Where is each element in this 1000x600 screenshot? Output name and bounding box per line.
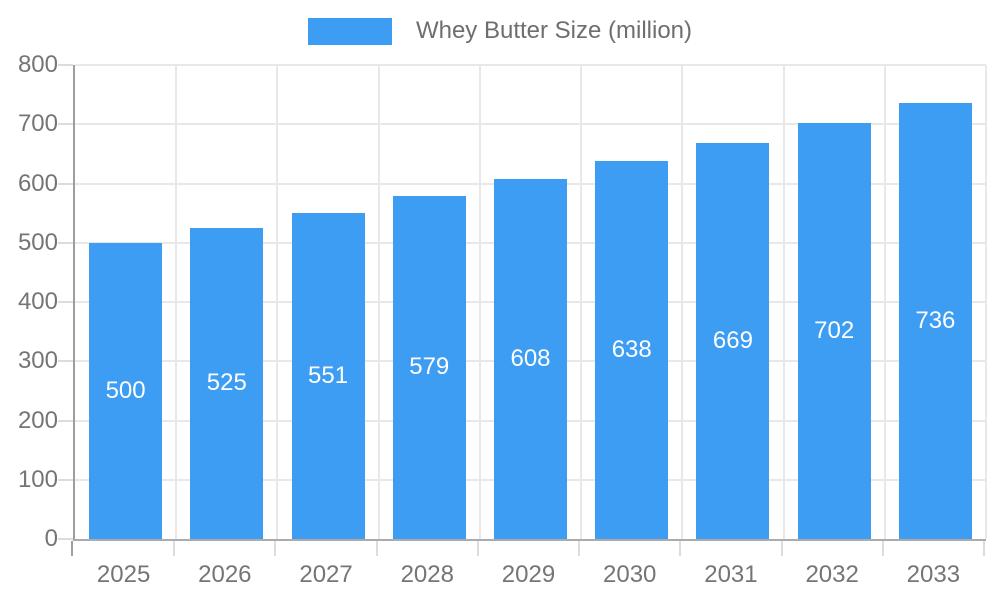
x-axis-tick	[578, 541, 581, 556]
bar-value-label: 579	[409, 353, 450, 381]
gridline-horizontal	[75, 123, 986, 126]
x-axis-tick-label: 2028	[400, 561, 454, 588]
plot-area: 500 525 551 579 608 638 669 702 736	[73, 64, 987, 541]
x-axis-tick-label: 2031	[704, 561, 758, 588]
gridline-vertical	[681, 65, 684, 539]
x-axis-tick	[881, 541, 884, 556]
gridline-vertical	[276, 65, 279, 539]
y-axis-tick	[58, 182, 73, 185]
bar-value-label: 608	[510, 344, 551, 372]
x-axis-tick-label: 2033	[906, 561, 961, 588]
gridline-vertical	[377, 65, 380, 539]
x-axis-tick-label: 2032	[805, 561, 859, 588]
gridline-horizontal	[75, 64, 986, 66]
x-axis-tick-label: 2029	[501, 561, 556, 588]
bar	[89, 242, 163, 539]
gridline-vertical	[175, 65, 178, 539]
gridline-vertical	[883, 65, 886, 539]
gridline-vertical	[580, 65, 583, 539]
y-axis-tick	[58, 123, 73, 126]
bar-value-label: 669	[712, 326, 753, 354]
y-axis-tick	[58, 538, 73, 540]
y-axis-tick-label: 400	[17, 288, 58, 315]
x-axis-tick	[780, 541, 783, 556]
x-axis-tick	[71, 541, 73, 556]
x-axis-tick-label: 2026	[198, 561, 252, 588]
x-axis-tick	[173, 541, 176, 556]
bar	[898, 102, 972, 539]
y-axis-tick-label: 200	[17, 406, 58, 434]
x-axis-tick	[375, 541, 378, 556]
x-axis-tick-label: 2025	[96, 561, 151, 588]
x-axis-tick-label: 2027	[299, 561, 353, 588]
legend: Whey Butter Size (million)	[0, 14, 1000, 48]
x-axis-tick	[274, 541, 277, 556]
y-axis-tick	[58, 478, 73, 481]
y-axis-tick	[58, 419, 73, 422]
bar-value-label: 525	[206, 369, 247, 397]
gridline-vertical	[985, 65, 987, 539]
bar	[797, 123, 871, 539]
bar-value-label: 736	[915, 306, 956, 334]
legend-label: Whey Butter Size (million)	[415, 17, 693, 44]
gridline-vertical	[782, 65, 785, 539]
bar-value-label: 551	[308, 361, 349, 389]
bar	[595, 161, 669, 539]
y-axis-tick-label: 800	[17, 51, 58, 78]
bar	[494, 178, 567, 539]
bar	[696, 142, 770, 539]
x-axis-tick	[983, 541, 985, 556]
y-axis-tick	[58, 241, 73, 244]
y-axis-tick-label: 500	[17, 228, 58, 256]
x-axis-tick-label: 2030	[603, 561, 657, 588]
bar	[291, 212, 365, 539]
gridline-vertical	[478, 65, 481, 539]
y-axis-tick-label: 700	[17, 110, 58, 138]
legend-swatch	[307, 17, 392, 45]
bar-value-label: 500	[105, 376, 146, 404]
y-axis-tick	[58, 64, 73, 66]
x-axis-tick	[679, 541, 682, 556]
y-axis-tick	[58, 301, 73, 303]
bar-value-label: 702	[814, 317, 855, 345]
x-axis-tick	[476, 541, 479, 556]
bar	[190, 227, 264, 539]
bar	[392, 195, 466, 539]
y-axis-tick-label: 100	[17, 465, 58, 493]
y-axis-tick-label: 300	[17, 347, 58, 375]
y-axis-tick	[58, 360, 73, 363]
y-axis-tick-label: 600	[17, 169, 58, 197]
bar-value-label: 638	[611, 335, 652, 363]
y-axis-tick-label: 0	[44, 525, 58, 552]
